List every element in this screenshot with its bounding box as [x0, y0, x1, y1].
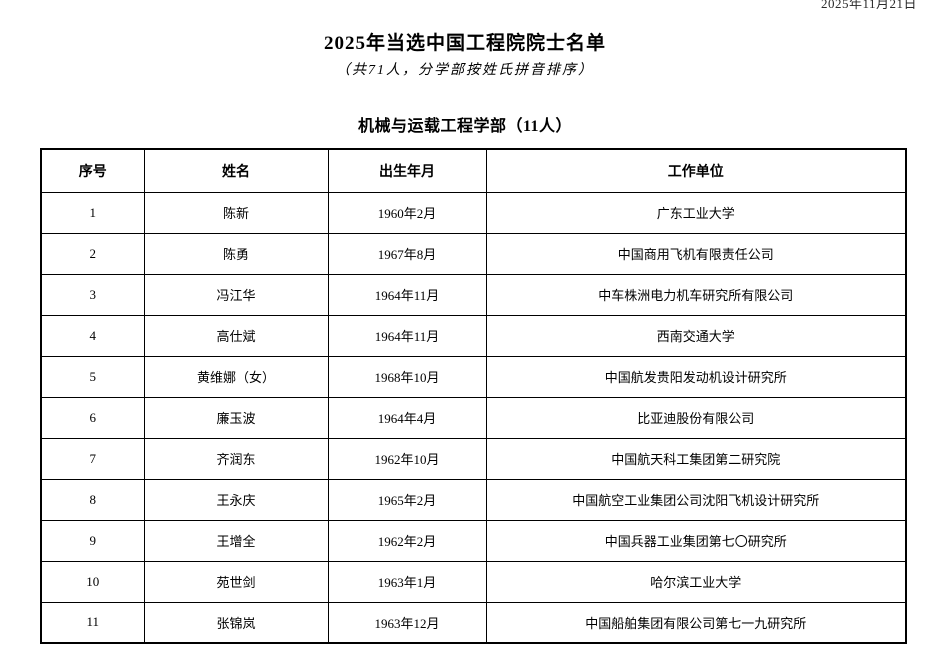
column-header-name: 姓名	[143, 148, 329, 193]
cell-birth: 1964年11月	[327, 314, 487, 357]
cell-birth: 1963年12月	[327, 601, 487, 644]
cell-name: 苑世剑	[143, 560, 329, 603]
cell-birth: 1962年2月	[327, 519, 487, 562]
cell-index: 2	[40, 232, 145, 275]
cell-index: 10	[40, 560, 145, 603]
section-title: 机械与运载工程学部（11人）	[357, 118, 573, 135]
cell-workunit: 西南交通大学	[485, 314, 907, 357]
cell-index: 1	[40, 191, 145, 234]
cell-index: 11	[40, 601, 145, 644]
cell-workunit: 中国商用飞机有限责任公司	[485, 232, 907, 275]
cell-name: 陈新	[143, 191, 329, 234]
cell-birth: 1963年1月	[327, 560, 487, 603]
table-row: 4 高仕斌 1964年11月 西南交通大学	[40, 314, 907, 357]
cell-workunit: 中车株洲电力机车研究所有限公司	[485, 273, 907, 316]
cell-birth: 1964年11月	[327, 273, 487, 316]
table-row: 7 齐润东 1962年10月 中国航天科工集团第二研究院	[40, 437, 907, 480]
page-title: 2025年当选中国工程院院士名单	[323, 33, 606, 54]
cell-birth: 1962年10月	[327, 437, 487, 480]
title-block: 2025年当选中国工程院院士名单 （共71人，分学部按姓氏拼音排序）	[0, 0, 930, 79]
cell-birth: 1968年10月	[327, 355, 487, 398]
cell-name: 高仕斌	[143, 314, 329, 357]
table-body: 1 陈新 1960年2月 广东工业大学 2 陈勇 1967年8月 中国商用飞机有限责任公司 3 冯…	[40, 191, 907, 644]
cell-index: 4	[40, 314, 145, 357]
table-row: 11 张锦岚 1963年12月 中国船舶集团有限公司第七一九研究所	[40, 601, 907, 644]
cell-index: 6	[40, 396, 145, 439]
cell-index: 3	[40, 273, 145, 316]
table-row: 5 黄维娜（女） 1968年10月 中国航发贵阳发动机设计研究所	[40, 355, 907, 398]
table-header-row: 序号 姓名 出生年月 工作单位	[40, 148, 907, 193]
date-note: 2025年11月21日	[820, 0, 917, 11]
table-row: 10 苑世剑 1963年1月 哈尔滨工业大学	[40, 560, 907, 603]
cell-name: 冯江华	[143, 273, 329, 316]
table-row: 1 陈新 1960年2月 广东工业大学	[40, 191, 907, 234]
cell-index: 5	[40, 355, 145, 398]
cell-index: 9	[40, 519, 145, 562]
page-subtitle: （共71人，分学部按姓氏拼音排序）	[336, 63, 594, 78]
cell-workunit: 比亚迪股份有限公司	[485, 396, 907, 439]
cell-workunit: 哈尔滨工业大学	[485, 560, 907, 603]
cell-workunit: 中国航天科工集团第二研究院	[485, 437, 907, 480]
cell-workunit: 中国兵器工业集团第七〇研究所	[485, 519, 907, 562]
table-row: 3 冯江华 1964年11月 中车株洲电力机车研究所有限公司	[40, 273, 907, 316]
column-header-birth: 出生年月	[327, 148, 487, 193]
academicians-table: 序号 姓名 出生年月 工作单位 1 陈新 1960年2月 广东工业大学 2 陈勇 1967年…	[40, 148, 907, 644]
cell-name: 黄维娜（女）	[143, 355, 329, 398]
table-row: 6 廉玉波 1964年4月 比亚迪股份有限公司	[40, 396, 907, 439]
cell-name: 王增全	[143, 519, 329, 562]
cell-birth: 1964年4月	[327, 396, 487, 439]
cell-name: 廉玉波	[143, 396, 329, 439]
table-row: 8 王永庆 1965年2月 中国航空工业集团公司沈阳飞机设计研究所	[40, 478, 907, 521]
table-row: 2 陈勇 1967年8月 中国商用飞机有限责任公司	[40, 232, 907, 275]
column-header-workunit: 工作单位	[485, 148, 907, 193]
cell-workunit: 中国航空工业集团公司沈阳飞机设计研究所	[485, 478, 907, 521]
cell-workunit: 中国航发贵阳发动机设计研究所	[485, 355, 907, 398]
cell-birth: 1960年2月	[327, 191, 487, 234]
cell-workunit: 中国船舶集团有限公司第七一九研究所	[485, 601, 907, 644]
table-row: 9 王增全 1962年2月 中国兵器工业集团第七〇研究所	[40, 519, 907, 562]
cell-birth: 1965年2月	[327, 478, 487, 521]
cell-name: 王永庆	[143, 478, 329, 521]
table-header: 序号 姓名 出生年月 工作单位	[40, 148, 907, 193]
cell-name: 齐润东	[143, 437, 329, 480]
cell-name: 张锦岚	[143, 601, 329, 644]
cell-workunit: 广东工业大学	[485, 191, 907, 234]
cell-birth: 1967年8月	[327, 232, 487, 275]
cell-name: 陈勇	[143, 232, 329, 275]
cell-index: 7	[40, 437, 145, 480]
cell-index: 8	[40, 478, 145, 521]
column-header-index: 序号	[40, 148, 145, 193]
